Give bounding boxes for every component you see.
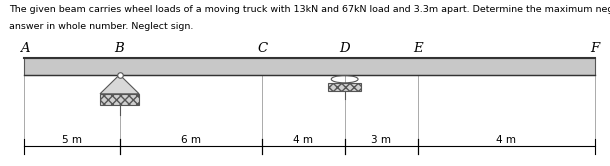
Text: C: C	[257, 42, 267, 55]
Text: F: F	[590, 42, 600, 55]
Text: 3 m: 3 m	[371, 135, 391, 145]
Text: 4 m: 4 m	[497, 135, 516, 145]
Text: 4 m: 4 m	[293, 135, 313, 145]
Text: B: B	[115, 42, 124, 55]
Text: The given beam carries wheel loads of a moving truck with 13kN and 67kN load and: The given beam carries wheel loads of a …	[9, 5, 610, 14]
Text: answer in whole number. Neglect sign.: answer in whole number. Neglect sign.	[9, 22, 193, 31]
Text: 5 m: 5 m	[62, 135, 82, 145]
Text: 6 m: 6 m	[181, 135, 201, 145]
Text: D: D	[339, 42, 350, 55]
Bar	[100, 94, 139, 105]
Text: E: E	[413, 42, 423, 55]
Bar	[24, 58, 595, 75]
Text: A: A	[20, 42, 29, 55]
Bar	[328, 83, 361, 91]
Polygon shape	[100, 75, 139, 94]
